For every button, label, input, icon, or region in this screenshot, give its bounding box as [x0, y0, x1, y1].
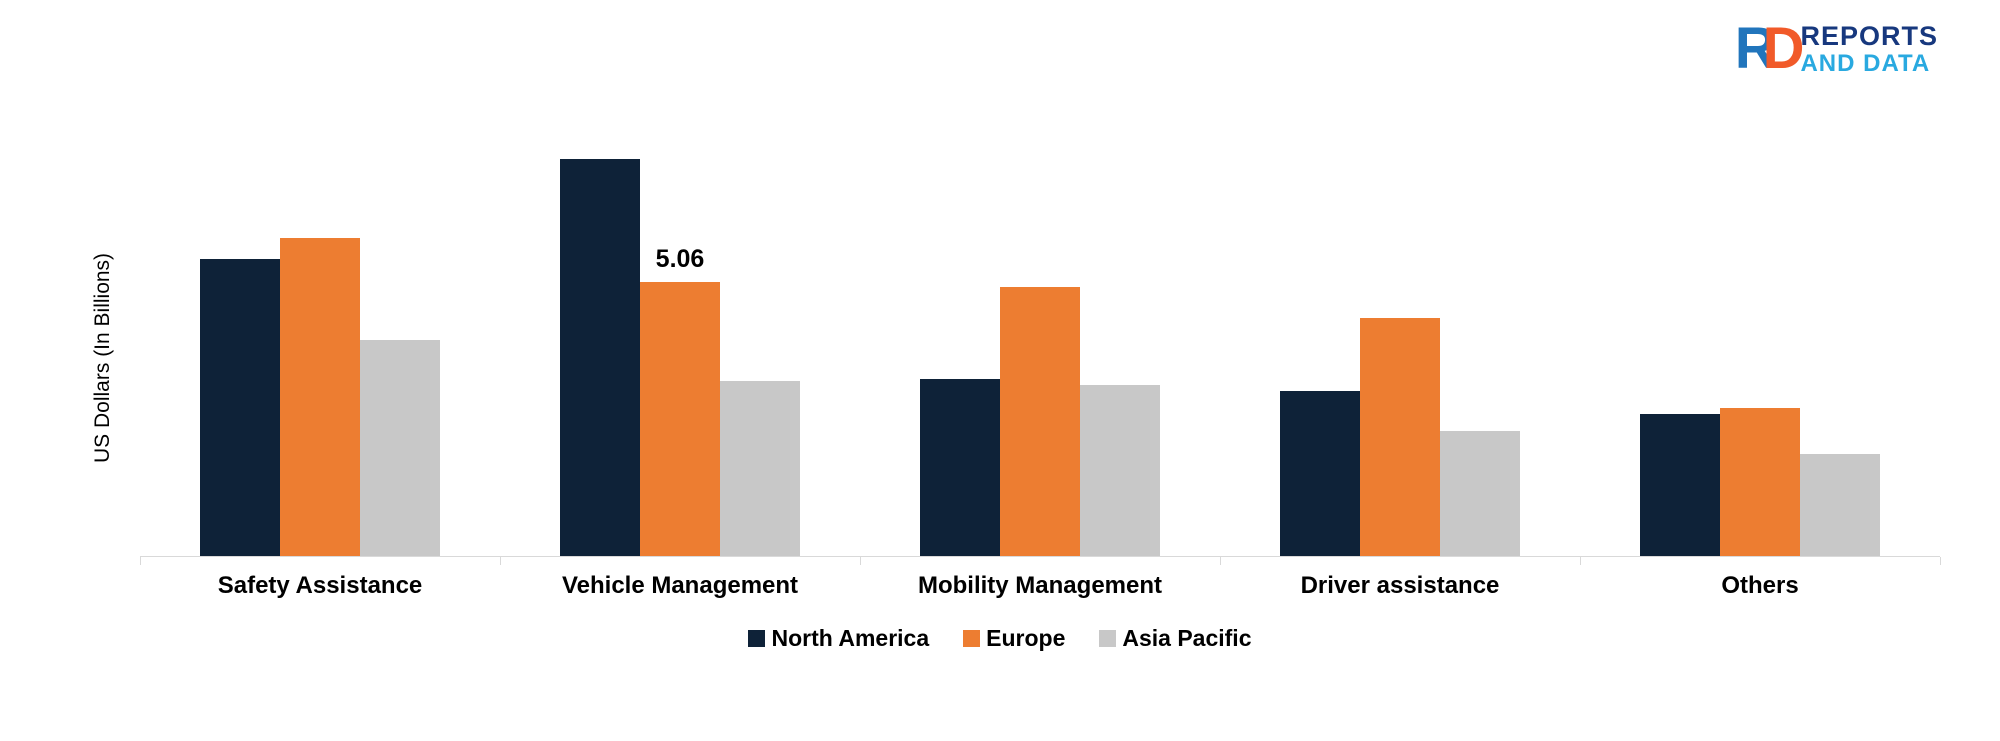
legend-swatch-icon	[748, 630, 766, 647]
axis-tick	[500, 557, 501, 565]
logo-letter-d: D	[1762, 16, 1805, 81]
bar-north-america-mobility-management	[920, 378, 1000, 556]
bar-north-america-driver-assistance	[1280, 391, 1360, 556]
category-label-safety-assistance: Safety Assistance	[217, 572, 423, 599]
bar-chart: US Dollars (In Billions) 5.06 Safety Ass…	[91, 122, 1941, 607]
legend-swatch-icon	[1099, 630, 1117, 647]
category-label-others: Others	[1721, 572, 1799, 599]
legend-swatch-icon	[963, 630, 981, 647]
axis-tick	[1580, 557, 1581, 565]
rd-logo-icon: RD	[1735, 20, 1805, 78]
y-axis: US Dollars (In Billions)	[91, 122, 140, 607]
bar-europe-safety-assistance	[280, 238, 360, 556]
bar-north-america-others	[1640, 414, 1720, 556]
category-label-driver-assistance: Driver assistance	[1300, 572, 1500, 599]
bar-europe-driver-assistance	[1360, 318, 1440, 556]
bar-europe-others	[1720, 407, 1800, 556]
bar-asia-pacific-vehicle-management	[720, 381, 800, 556]
legend-label: North America	[771, 625, 930, 651]
bar-group-driver-assistance	[1220, 122, 1580, 556]
legend: North America Europe Asia Pacific	[0, 625, 2000, 652]
axis-tick	[1220, 557, 1221, 565]
y-axis-label: US Dollars (In Billions)	[91, 252, 114, 463]
bar-asia-pacific-others	[1800, 454, 1880, 556]
legend-label: Europe	[986, 625, 1066, 651]
x-axis: Safety Assistance Vehicle Management Mobil…	[140, 557, 1941, 607]
logo-letter-r: R	[1734, 16, 1777, 81]
bar-asia-pacific-safety-assistance	[360, 340, 440, 556]
category-label-mobility-management: Mobility Management	[917, 572, 1163, 599]
bar-group-others	[1580, 122, 1940, 556]
legend-item-north-america: North America	[748, 625, 929, 652]
logo-line-and-data: AND DATA	[1800, 49, 1931, 77]
legend-item-asia-pacific: Asia Pacific	[1099, 625, 1252, 652]
bar-north-america-vehicle-management	[560, 158, 640, 556]
bar-group-safety-assistance	[140, 122, 500, 556]
legend-label: Asia Pacific	[1122, 625, 1252, 651]
plot-area: 5.06	[140, 122, 1940, 557]
logo-line-reports: REPORTS	[1800, 21, 1938, 52]
bar-asia-pacific-mobility-management	[1080, 385, 1160, 556]
axis-tick	[860, 557, 861, 565]
bar-group-vehicle-management: 5.06	[500, 122, 860, 556]
bar-group-mobility-management	[860, 122, 1220, 556]
category-label-vehicle-management: Vehicle Management	[561, 572, 799, 599]
axis-tick	[1940, 557, 1941, 565]
x-axis-labels: Safety Assistance Vehicle Management Mobil…	[140, 557, 1940, 607]
bar-europe-vehicle-management: 5.06	[640, 245, 720, 556]
legend-item-europe: Europe	[963, 625, 1065, 652]
axis-tick	[140, 557, 141, 565]
reports-and-data-logo: RD REPORTS AND DATA	[1724, 14, 1948, 84]
logo-text: REPORTS AND DATA	[1800, 22, 1938, 76]
bar-north-america-safety-assistance	[200, 258, 280, 556]
plot-wrap: 5.06 Safety Assistance Vehicle Management…	[140, 122, 1941, 607]
bar-europe-mobility-management	[1000, 286, 1080, 556]
bar-asia-pacific-driver-assistance	[1440, 430, 1520, 556]
bar-value-label: 5.06	[655, 244, 705, 273]
